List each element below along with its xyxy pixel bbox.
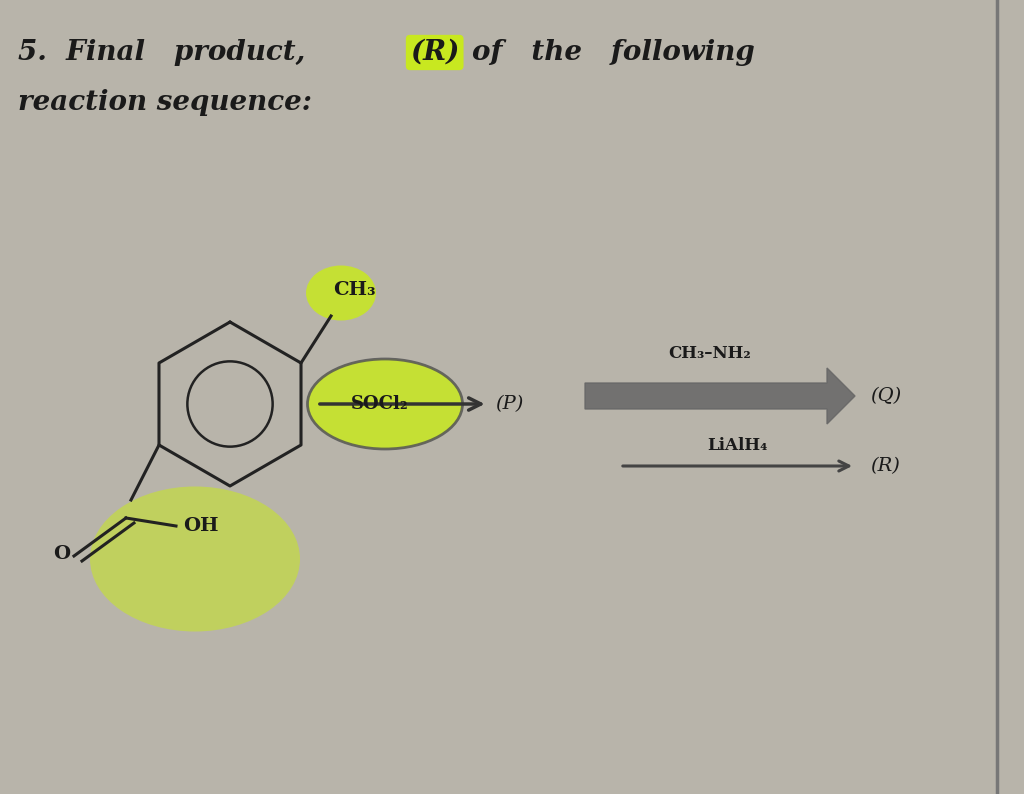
Ellipse shape	[306, 265, 376, 321]
Text: SOCl₂: SOCl₂	[351, 395, 409, 413]
Text: of   the   following: of the following	[472, 39, 755, 66]
Text: CH₃: CH₃	[333, 281, 376, 299]
Text: CH₃–NH₂: CH₃–NH₂	[669, 345, 752, 363]
Text: O: O	[53, 545, 71, 563]
Text: (R): (R)	[870, 457, 900, 475]
Text: (P): (P)	[496, 395, 524, 413]
Polygon shape	[585, 368, 855, 424]
Ellipse shape	[307, 359, 463, 449]
Ellipse shape	[90, 487, 300, 631]
Text: LiAlH₄: LiAlH₄	[708, 437, 768, 454]
Text: reaction sequence:: reaction sequence:	[18, 89, 312, 116]
Text: (R): (R)	[410, 39, 460, 66]
Text: (Q): (Q)	[870, 387, 901, 405]
Text: OH: OH	[183, 517, 218, 535]
Text: 5.  Final   product,: 5. Final product,	[18, 39, 305, 66]
